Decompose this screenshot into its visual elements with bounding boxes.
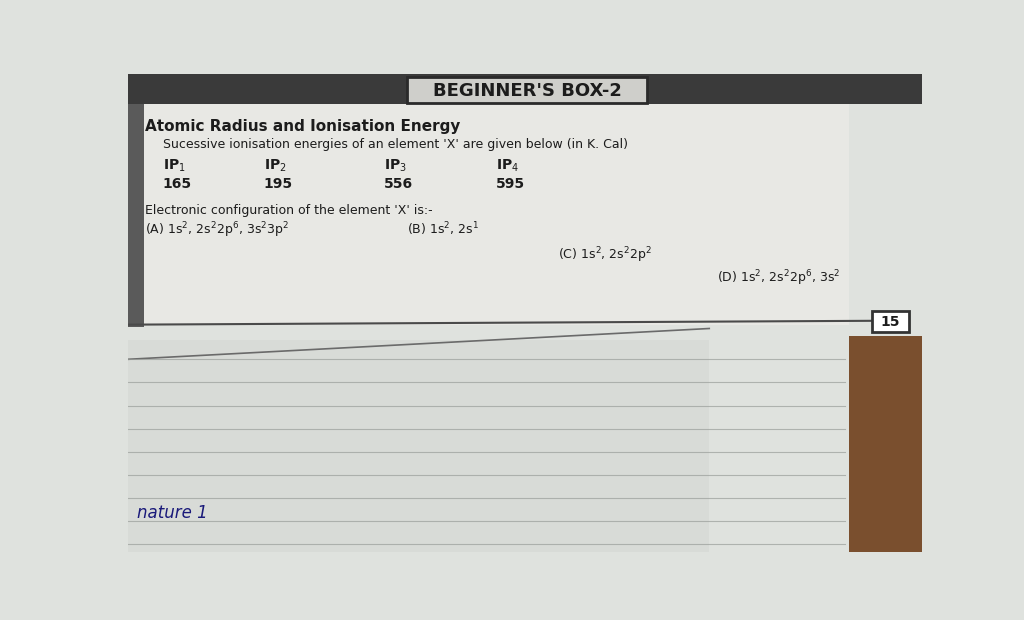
Text: BEGINNER'S BOX-2: BEGINNER'S BOX-2 [433,82,622,100]
Bar [849,336,922,552]
Text: IP$_4$: IP$_4$ [496,157,519,174]
Text: Sucessive ionisation energies of an element 'X' are given below (in K. Cal): Sucessive ionisation energies of an elem… [163,138,628,151]
Text: IP$_2$: IP$_2$ [263,157,287,174]
Text: Atomic Radius and Ionisation Energy: Atomic Radius and Ionisation Energy [145,119,461,134]
Text: IP$_1$: IP$_1$ [163,157,185,174]
Text: (D) 1s$^2$, 2s$^2$2p$^6$, 3s$^2$: (D) 1s$^2$, 2s$^2$2p$^6$, 3s$^2$ [717,268,841,288]
Bar [128,74,849,325]
Text: 595: 595 [496,177,525,191]
Bar [128,329,849,552]
Bar [128,104,143,327]
Text: 15: 15 [881,316,900,329]
Text: nature 1: nature 1 [137,504,208,522]
Text: Electronic configuration of the element 'X' is:-: Electronic configuration of the element … [145,204,433,217]
Text: (C) 1s$^2$, 2s$^2$2p$^2$: (C) 1s$^2$, 2s$^2$2p$^2$ [558,246,652,265]
Bar [128,74,922,104]
Bar [872,311,909,332]
Text: 556: 556 [384,177,413,191]
Text: 195: 195 [263,177,293,191]
Bar [128,74,922,104]
Text: 165: 165 [163,177,193,191]
Text: (A) 1s$^2$, 2s$^2$2p$^6$, 3s$^2$3p$^2$: (A) 1s$^2$, 2s$^2$2p$^6$, 3s$^2$3p$^2$ [145,221,290,241]
Text: (B) 1s$^2$, 2s$^1$: (B) 1s$^2$, 2s$^1$ [407,221,479,238]
Bar [128,340,710,552]
Text: IP$_3$: IP$_3$ [384,157,407,174]
Bar [407,77,647,103]
